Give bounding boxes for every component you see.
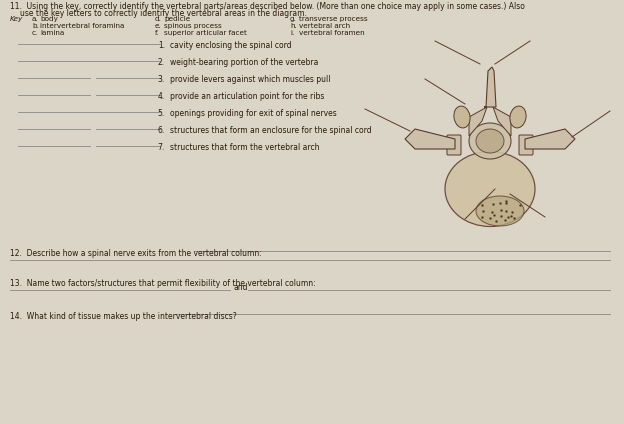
- Text: 4.: 4.: [158, 92, 165, 101]
- Text: structures that form an enclosure for the spinal cord: structures that form an enclosure for th…: [170, 126, 372, 135]
- Ellipse shape: [445, 151, 535, 226]
- Text: 3.: 3.: [158, 75, 165, 84]
- Text: a.: a.: [32, 16, 39, 22]
- Text: and: and: [233, 283, 248, 292]
- Text: 5.: 5.: [158, 109, 165, 118]
- Text: vertebral foramen: vertebral foramen: [299, 30, 364, 36]
- Text: provide an articulation point for the ribs: provide an articulation point for the ri…: [170, 92, 324, 101]
- Polygon shape: [525, 129, 575, 149]
- Text: f.: f.: [155, 30, 159, 36]
- Text: h.: h.: [290, 23, 297, 29]
- Text: g.: g.: [290, 16, 297, 22]
- Text: 13.  Name two factors/structures that permit flexibility of the vertebral column: 13. Name two factors/structures that per…: [10, 279, 316, 288]
- Text: 7.: 7.: [158, 143, 165, 152]
- Text: transverse process: transverse process: [299, 16, 368, 22]
- Text: 11.  Using the key, correctly identify the vertebral parts/areas described below: 11. Using the key, correctly identify th…: [10, 2, 525, 11]
- Text: lamina: lamina: [40, 30, 64, 36]
- Ellipse shape: [476, 129, 504, 153]
- FancyBboxPatch shape: [519, 135, 533, 155]
- Text: 14.  What kind of tissue makes up the intervertebral discs?: 14. What kind of tissue makes up the int…: [10, 312, 236, 321]
- Text: intervertebral foramina: intervertebral foramina: [40, 23, 124, 29]
- Text: weight-bearing portion of the vertebra: weight-bearing portion of the vertebra: [170, 58, 318, 67]
- Text: 1.: 1.: [158, 41, 165, 50]
- Ellipse shape: [454, 106, 470, 128]
- Text: openings providing for exit of spinal nerves: openings providing for exit of spinal ne…: [170, 109, 337, 118]
- Text: d.: d.: [155, 16, 162, 22]
- FancyBboxPatch shape: [447, 135, 461, 155]
- Text: i.: i.: [290, 30, 295, 36]
- Text: body: body: [40, 16, 58, 22]
- Text: b.: b.: [32, 23, 39, 29]
- Text: cavity enclosing the spinal cord: cavity enclosing the spinal cord: [170, 41, 291, 50]
- Ellipse shape: [476, 196, 524, 226]
- Text: provide levers against which muscles pull: provide levers against which muscles pul…: [170, 75, 331, 84]
- Text: structures that form the vertebral arch: structures that form the vertebral arch: [170, 143, 319, 152]
- Text: 2.: 2.: [158, 58, 165, 67]
- Ellipse shape: [469, 123, 511, 159]
- Text: spinous process: spinous process: [164, 23, 222, 29]
- Ellipse shape: [510, 106, 526, 128]
- Polygon shape: [484, 67, 496, 107]
- Text: pedicle: pedicle: [164, 16, 190, 22]
- Text: Key: Key: [10, 16, 23, 22]
- Polygon shape: [405, 129, 455, 149]
- Text: 12.  Describe how a spinal nerve exits from the vertebral column:: 12. Describe how a spinal nerve exits fr…: [10, 249, 261, 258]
- Text: 6.: 6.: [158, 126, 165, 135]
- Text: superior articular facet: superior articular facet: [164, 30, 247, 36]
- Text: use the key letters to correctly identify the vertebral areas in the diagram.: use the key letters to correctly identif…: [20, 9, 307, 18]
- Text: vertebral arch: vertebral arch: [299, 23, 350, 29]
- Polygon shape: [493, 107, 511, 136]
- Polygon shape: [469, 107, 487, 136]
- Text: c.: c.: [32, 30, 38, 36]
- Text: e.: e.: [155, 23, 162, 29]
